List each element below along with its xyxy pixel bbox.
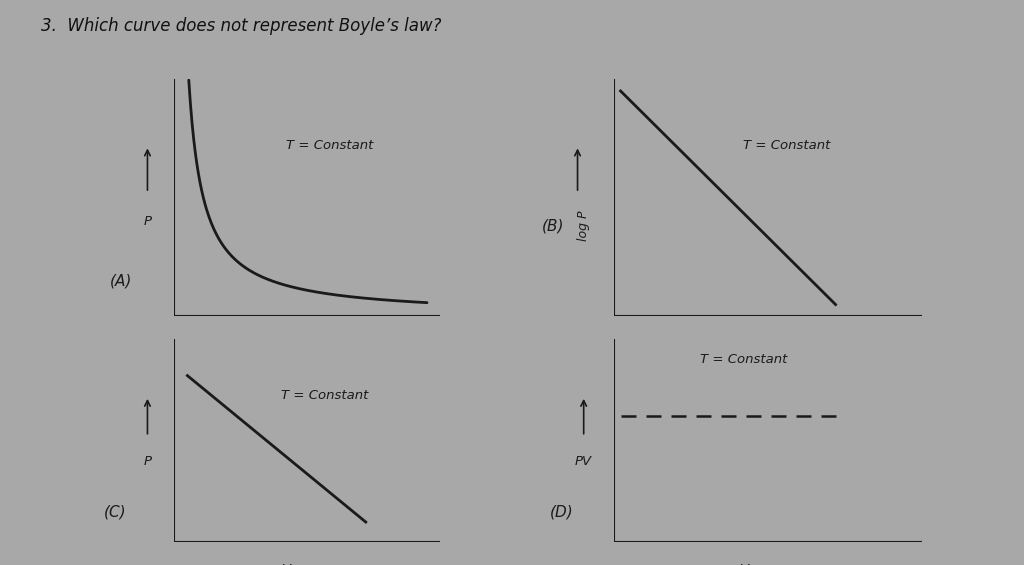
- Text: T = Constant: T = Constant: [281, 389, 368, 402]
- Text: T = Constant: T = Constant: [700, 353, 787, 366]
- Text: P: P: [143, 454, 152, 468]
- Text: V →: V →: [282, 340, 306, 353]
- Text: PV: PV: [575, 454, 592, 468]
- Text: (C): (C): [104, 505, 127, 519]
- Text: log V →: log V →: [728, 340, 777, 353]
- Text: (B): (B): [542, 219, 564, 234]
- Text: V →: V →: [740, 563, 765, 565]
- Text: (A): (A): [110, 273, 132, 288]
- Text: (D): (D): [550, 505, 574, 519]
- Text: log P: log P: [578, 211, 590, 241]
- Text: T = Constant: T = Constant: [743, 139, 830, 152]
- Text: 3.  Which curve does not represent Boyle’s law?: 3. Which curve does not represent Boyle’…: [41, 17, 441, 35]
- Text: P: P: [143, 215, 152, 228]
- Text: T = Constant: T = Constant: [286, 139, 374, 152]
- Text: V →: V →: [282, 563, 306, 565]
